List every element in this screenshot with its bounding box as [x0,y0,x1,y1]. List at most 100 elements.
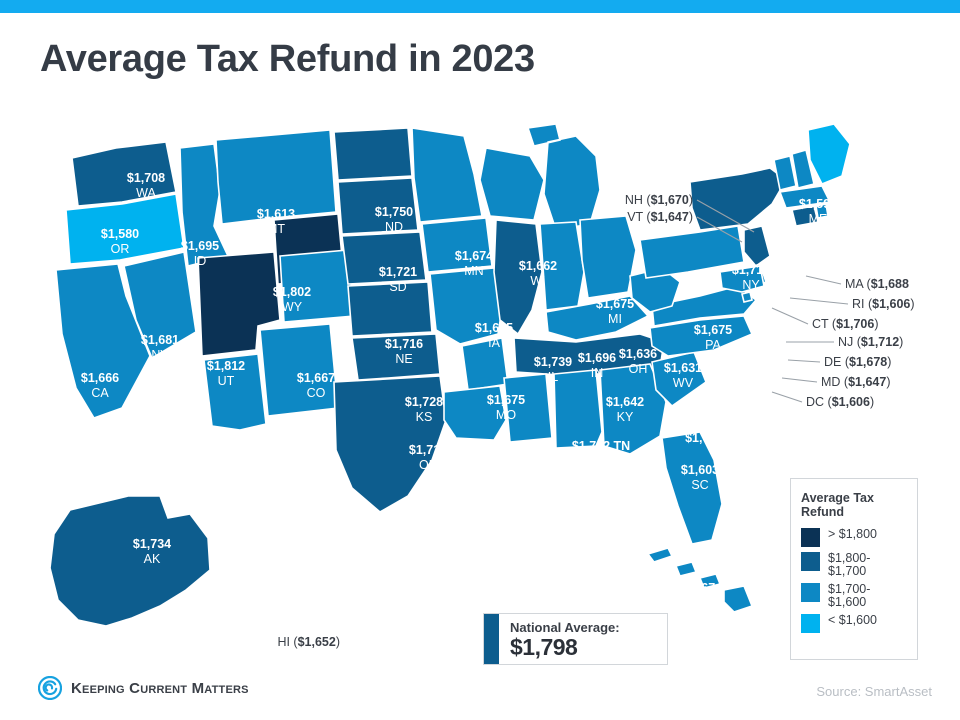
legend-item: $1,700- $1,600 [801,583,907,609]
legend-rows: > $1,800 $1,800- $1,700 $1,700- $1,600 < $1,6… [801,528,907,633]
legend-swatch [801,552,820,571]
state-label-wv: $1,631 WV [664,361,702,390]
state-nj [743,225,771,268]
state-label-mn: $1,674 MN [455,249,493,278]
state-label-la: $1,680 LA [493,523,531,552]
legend-swatch [801,614,820,633]
state-ak [49,495,211,627]
callout-nj: NJ ($1,712) [838,335,903,349]
state-callouts-layer: NH ($1,670) VT ($1,647) MA ($1,688 RI ($1,6… [277,193,914,649]
state-nh [791,149,815,189]
state-dc [741,291,753,303]
page-title: Average Tax Refund in 2023 [40,38,535,80]
state-label-nv: $1,681 NV [141,333,179,362]
state-az [203,353,267,431]
state-label-mt: $1,613 MT [257,207,295,236]
state-me [807,123,851,186]
state-nc [649,315,754,357]
state-ky [545,295,650,341]
state-nv [123,251,197,360]
state-label-in: $1,696 IN [578,351,616,380]
state-nd [333,127,413,181]
leader-line-nh [696,199,755,233]
callout-hi: HI ($1,652) [277,635,340,649]
brand-logo: Keeping Current Matters [37,675,249,701]
state-label-ga: $1,653 GA [640,499,678,528]
legend-title: Average Tax Refund [801,491,874,519]
state-ct [791,205,819,227]
state-label-fl: $1,674 FL [684,581,722,610]
state-label-me: $1,590 ME [799,197,837,226]
state-id [179,143,230,267]
state-tn [513,333,665,377]
state-in [539,221,585,311]
state-hi [646,547,754,613]
callout-ma: MA ($1,688 [845,277,909,291]
state-ms [503,373,553,443]
state-label-il: $1,739 IL [534,355,572,384]
state-md [719,265,765,293]
leader-line-de [787,359,821,363]
national-average-accent-bar [484,614,499,664]
states-layer [49,123,851,627]
callout-ct: CT ($1,706) [812,317,878,331]
legend-item-label: $1,700- $1,600 [828,582,871,609]
state-label-wa: $1,708 WA [127,171,165,200]
state-label-az: $1,646 AZ [187,447,225,476]
state-label-oh: $1,636 OH [619,347,657,376]
state-label-ne: $1,716 NE [385,337,423,366]
leader-line-vt [696,216,743,243]
state-label-al: $1,636 AL [582,497,620,526]
state-mt [215,129,337,225]
leader-line-ma [805,275,842,285]
leader-line-dc [771,391,803,403]
national-average-box: National Average: $1,798 [483,613,668,665]
state-label-id: $1,695 ID [181,239,219,268]
callout-de: DE ($1,678) [824,355,891,369]
legend-item: < $1,600 [801,614,907,633]
legend-swatch [801,583,820,602]
state-label-ks: $1,728 KS [405,395,443,424]
state-pa [639,225,745,279]
legend: Average Tax Refund > $1,800 $1,800- $1,700… [790,478,918,660]
us-choropleth-map: $1,708 WA $1,580 OR $1,666 CA $1,681 NV $1,695 ID… [0,120,960,660]
state-ia [421,217,493,273]
state-fl [661,431,723,545]
state-nm [259,323,339,417]
state-al [553,369,603,449]
state-label-mi: $1,675 MI [596,297,634,326]
state-label-co: $1,667 CO [297,371,335,400]
state-label-sd: $1,721 SD [379,265,417,294]
state-label-sc: $1,603 SC [681,463,719,492]
state-label-or: $1,580 OR [101,227,139,256]
state-label-wy: $1,802 WY [273,285,311,314]
state-label-ky: $1,642 KY [606,395,644,424]
state-oh [579,215,637,299]
callout-ri: RI ($1,606) [852,297,915,311]
legend-item-label: < $1,600 [828,613,878,627]
legend-item-label: $1,800- $1,700 [828,551,871,578]
callout-dc: DC ($1,606) [806,395,874,409]
state-ks [347,281,433,337]
leader-line-ct [771,307,809,325]
state-wi [479,147,545,221]
state-va [651,285,758,327]
state-il [493,219,543,336]
state-label-nd: $1,750 ND [375,205,413,234]
state-ny [689,167,788,231]
state-label-tx: $1,783 TX [387,527,425,556]
state-la [443,385,507,441]
state-tx [333,375,447,513]
state-label-ak: $1,734 AK [133,537,171,566]
state-mn [411,127,483,223]
state-vt [773,155,797,191]
spiral-circle-icon [37,675,63,701]
state-or [65,193,185,265]
state-ok [351,333,441,381]
state-label-nc: $1,621 NC [685,431,745,445]
state-ca [55,263,151,419]
state-labels-layer: $1,708 WA $1,580 OR $1,666 CA $1,681 NV $1,695 ID… [81,171,837,610]
state-label-ut: $1,812 UT [207,359,245,388]
leader-line-ri [789,297,849,305]
state-label-wi: $1,662 WI [519,259,557,288]
